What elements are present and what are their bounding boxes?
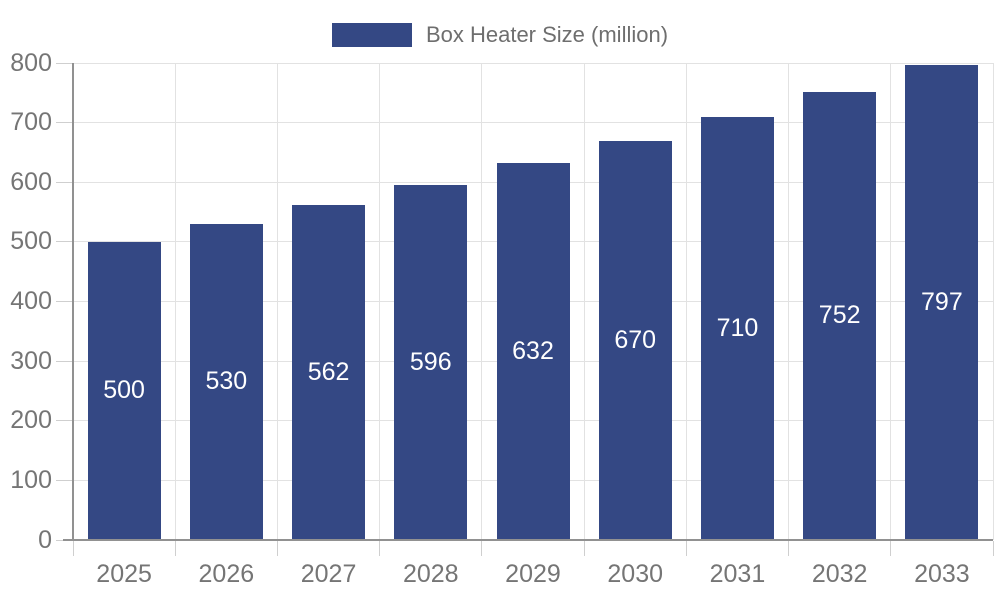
x-axis-tick xyxy=(174,541,176,556)
bar-value-label: 710 xyxy=(716,313,759,342)
bar-2030[interactable] xyxy=(598,140,672,540)
x-axis-label: 2033 xyxy=(914,560,970,588)
x-axis-tick xyxy=(890,541,892,556)
x-axis-label: 2025 xyxy=(96,560,152,588)
y-axis-tick xyxy=(56,181,73,183)
bar-2029[interactable] xyxy=(496,163,570,540)
y-axis-tick xyxy=(56,479,73,481)
y-axis-label: 200 xyxy=(10,406,52,435)
x-gridline xyxy=(685,63,687,540)
x-gridline xyxy=(174,63,176,540)
y-axis-label: 400 xyxy=(10,287,52,315)
x-axis-tick xyxy=(992,541,994,556)
x-axis-tick xyxy=(788,541,790,556)
x-axis-tick xyxy=(685,541,687,556)
legend[interactable]: Box Heater Size (million) xyxy=(0,21,1000,49)
bar-2031[interactable] xyxy=(700,116,774,540)
x-axis-line xyxy=(63,539,993,541)
x-axis-label: 2029 xyxy=(505,560,561,588)
x-axis-tick xyxy=(72,541,74,556)
y-axis-tick xyxy=(56,420,73,422)
y-axis-label: 100 xyxy=(10,465,52,494)
bar-2025[interactable] xyxy=(87,241,161,540)
bar-value-label: 500 xyxy=(103,376,145,405)
x-axis-label: 2027 xyxy=(300,560,357,588)
x-gridline xyxy=(788,63,790,540)
y-axis-tick xyxy=(56,62,73,64)
x-gridline xyxy=(890,63,892,540)
bar-2032[interactable] xyxy=(803,91,877,540)
x-gridline xyxy=(276,63,278,540)
bar-value-label: 530 xyxy=(205,367,248,396)
bar-value-label: 670 xyxy=(614,325,657,354)
x-gridline xyxy=(379,63,381,540)
x-gridline xyxy=(481,63,483,540)
bar-value-label: 797 xyxy=(921,287,963,316)
x-axis-tick xyxy=(276,541,278,556)
y-axis-line xyxy=(72,63,74,541)
x-gridline xyxy=(583,63,585,540)
bar-value-label: 752 xyxy=(818,301,861,330)
x-axis-tick xyxy=(583,541,585,556)
y-axis-tick xyxy=(56,241,73,243)
x-axis-label: 2028 xyxy=(402,560,459,588)
y-axis-label: 800 xyxy=(10,48,52,77)
y-gridline xyxy=(73,122,993,124)
x-axis-tick xyxy=(379,541,381,556)
y-axis-label: 700 xyxy=(10,108,52,137)
legend-label: Box Heater Size (million) xyxy=(425,22,669,47)
x-axis-label: 2032 xyxy=(811,560,868,588)
x-axis-label: 2031 xyxy=(709,560,766,588)
bar-value-label: 632 xyxy=(512,337,554,366)
bar-2027[interactable] xyxy=(292,204,366,540)
y-axis-tick xyxy=(56,360,73,362)
y-axis-tick xyxy=(56,301,73,302)
y-axis-label: 0 xyxy=(38,525,52,554)
bar-value-label: 596 xyxy=(409,347,452,376)
bar-2028[interactable] xyxy=(394,184,468,540)
bar-2033[interactable] xyxy=(905,64,979,540)
y-gridline xyxy=(73,62,993,64)
y-axis-label: 500 xyxy=(10,227,52,256)
x-gridline xyxy=(992,63,994,540)
legend-swatch xyxy=(331,23,412,47)
y-axis-tick xyxy=(56,122,73,124)
bar-value-label: 562 xyxy=(307,357,350,386)
y-axis-label: 300 xyxy=(10,346,52,375)
x-axis-label: 2026 xyxy=(198,560,255,588)
x-axis-label: 2030 xyxy=(607,560,664,588)
x-axis-tick xyxy=(481,541,483,556)
bar-2026[interactable] xyxy=(189,223,263,540)
y-axis-label: 600 xyxy=(10,167,52,196)
